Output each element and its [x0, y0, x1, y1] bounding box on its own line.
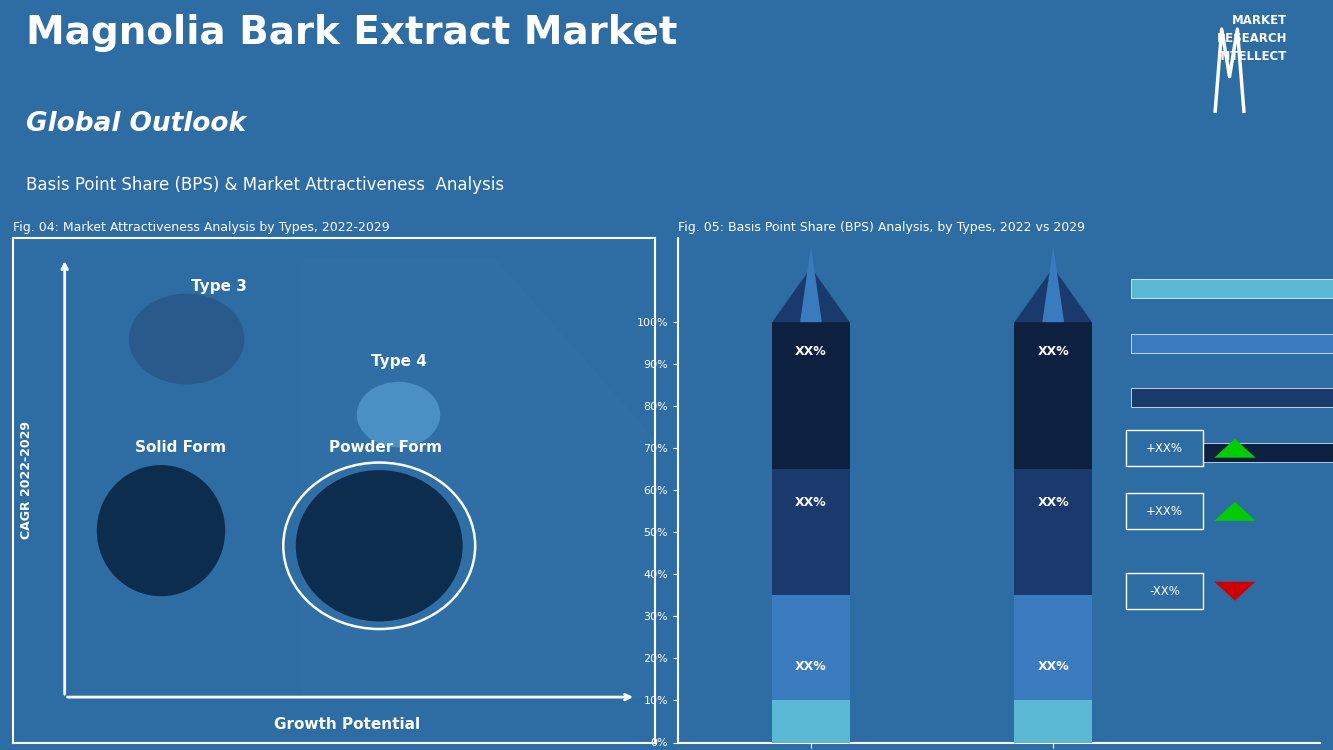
Bar: [1130, 279, 1333, 298]
Text: MARKET
RESEARCH
INTELLECT: MARKET RESEARCH INTELLECT: [1217, 14, 1288, 63]
Polygon shape: [1214, 502, 1256, 520]
Text: Global Outlook: Global Outlook: [27, 111, 247, 137]
Bar: [1014, 470, 1092, 596]
Polygon shape: [772, 268, 849, 322]
Bar: [1130, 388, 1333, 407]
Bar: [772, 470, 849, 596]
Polygon shape: [1214, 582, 1256, 601]
Text: Fig. 05: Basis Point Share (BPS) Analysis, by Types, 2022 vs 2029: Fig. 05: Basis Point Share (BPS) Analysi…: [677, 221, 1085, 234]
Polygon shape: [1042, 247, 1064, 322]
Bar: [772, 322, 849, 470]
Text: XX%: XX%: [794, 496, 826, 509]
Text: +XX%: +XX%: [1146, 505, 1184, 518]
Bar: [772, 596, 849, 700]
Polygon shape: [303, 258, 656, 697]
Polygon shape: [800, 247, 822, 322]
Ellipse shape: [97, 465, 225, 596]
Ellipse shape: [129, 293, 244, 384]
Text: Type 4: Type 4: [371, 354, 427, 369]
Bar: [772, 700, 849, 742]
Text: Magnolia Bark Extract Market: Magnolia Bark Extract Market: [27, 14, 677, 52]
Polygon shape: [1014, 268, 1092, 322]
Text: Solid Form: Solid Form: [135, 440, 225, 455]
Bar: [1130, 443, 1333, 462]
Ellipse shape: [357, 382, 440, 448]
FancyBboxPatch shape: [1126, 494, 1204, 530]
FancyBboxPatch shape: [1126, 430, 1204, 466]
Polygon shape: [1214, 439, 1256, 458]
Text: Growth Potential: Growth Potential: [275, 718, 420, 733]
Text: XX%: XX%: [1037, 660, 1069, 674]
Bar: [1014, 322, 1092, 470]
Text: CAGR 2022-2029: CAGR 2022-2029: [20, 422, 33, 539]
Text: +XX%: +XX%: [1146, 442, 1184, 454]
Text: Powder Form: Powder Form: [329, 440, 443, 455]
Text: XX%: XX%: [794, 345, 826, 358]
Text: XX%: XX%: [794, 660, 826, 674]
Text: Fig. 04: Market Attractiveness Analysis by Types, 2022-2029: Fig. 04: Market Attractiveness Analysis …: [13, 221, 391, 234]
Bar: [1014, 596, 1092, 700]
Ellipse shape: [296, 470, 463, 622]
Bar: [1130, 334, 1333, 352]
Text: -XX%: -XX%: [1149, 585, 1180, 598]
Bar: [1014, 700, 1092, 742]
Text: Type 3: Type 3: [191, 278, 247, 293]
Text: XX%: XX%: [1037, 345, 1069, 358]
Text: Basis Point Share (BPS) & Market Attractiveness  Analysis: Basis Point Share (BPS) & Market Attract…: [27, 176, 504, 194]
FancyBboxPatch shape: [1126, 573, 1204, 609]
Text: XX%: XX%: [1037, 496, 1069, 509]
